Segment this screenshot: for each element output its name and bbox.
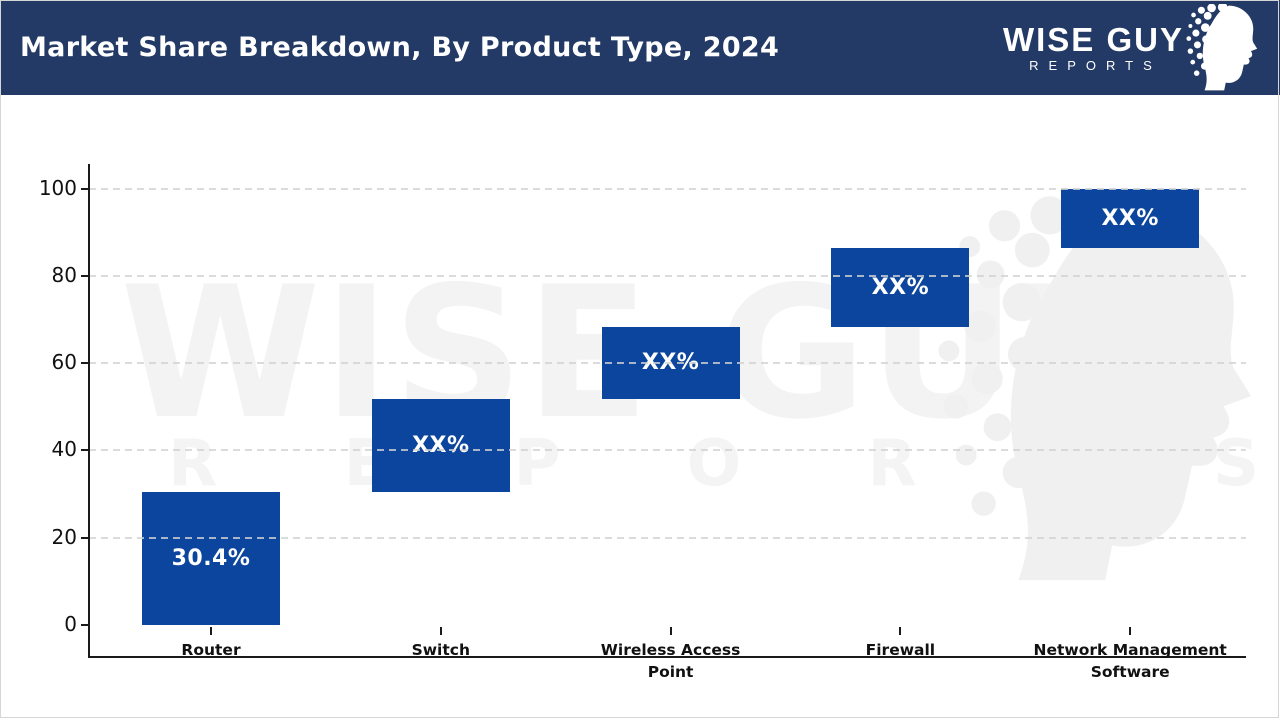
gridline-60	[89, 362, 1246, 365]
x-tick-mark	[669, 627, 672, 635]
logo-subtitle: REPORTS	[1029, 57, 1162, 73]
bar-router: 30.4%	[142, 492, 280, 625]
chart-plot-area: 0 20 40 60 80 100 30.4% XX% XX% XX% XX% Router Swi…	[0, 95, 1280, 720]
logo-wordmark: WISE GUY	[1002, 21, 1184, 59]
gridline-100	[89, 187, 1246, 190]
gridline-40	[89, 449, 1246, 452]
y-tick-label: 0	[64, 612, 77, 636]
gridline-80	[89, 274, 1246, 277]
x-tick-mark	[1129, 627, 1132, 635]
x-tick-label-router: Router	[181, 641, 241, 659]
x-axis-spine	[88, 656, 1246, 658]
watermark-face-profile	[938, 191, 1252, 581]
page-title: Market Share Breakdown, By Product Type,…	[20, 32, 780, 63]
y-tick-label: 100	[38, 175, 77, 200]
x-tick-label-firewall: Firewall	[865, 641, 936, 659]
bar-switch: XX%	[371, 398, 510, 493]
x-tick-mark	[439, 627, 442, 635]
bar-value-label: 30.4%	[171, 546, 251, 572]
y-tick-mark	[81, 187, 89, 190]
bar-value-label: XX%	[1101, 205, 1159, 231]
x-tick-mark	[899, 627, 902, 635]
bar-value-label: XX%	[412, 433, 470, 459]
y-tick-label: 80	[51, 262, 77, 287]
y-tick-mark	[81, 274, 89, 277]
x-tick-label-network-management-software: Network Management Software	[1033, 641, 1227, 681]
dotted-face-profile-icon	[1186, 4, 1258, 91]
y-axis-spine	[88, 164, 90, 658]
logo-text: WISE GUY REPORTS	[1003, 23, 1184, 73]
y-tick-mark	[81, 449, 89, 452]
bar-network-management-software: XX%	[1061, 188, 1200, 248]
bar-value-label: XX%	[871, 274, 930, 300]
gridline-20	[89, 536, 1246, 539]
x-tick-label-wireless-access-point: Wireless Access Point	[600, 641, 741, 681]
y-tick-mark	[81, 624, 89, 626]
y-tick-label: 40	[51, 437, 77, 462]
bar-firewall: XX%	[831, 247, 970, 327]
x-tick-mark	[210, 627, 212, 635]
y-tick-label: 60	[51, 350, 77, 375]
x-tick-label-switch: Switch	[411, 641, 471, 659]
y-tick-label: 20	[51, 524, 77, 549]
y-tick-mark	[81, 536, 89, 539]
y-tick-mark	[81, 362, 89, 365]
wise-guy-reports-logo: WISE GUY REPORTS	[1003, 4, 1266, 92]
header-bar: Market Share Breakdown, By Product Type,…	[0, 0, 1280, 95]
